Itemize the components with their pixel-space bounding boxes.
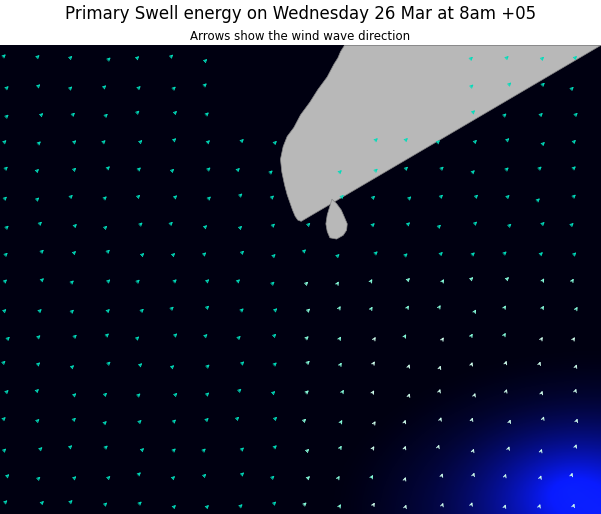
Polygon shape: [281, 45, 601, 222]
Text: Arrows show the wind wave direction: Arrows show the wind wave direction: [191, 30, 410, 43]
Text: Primary Swell energy on Wednesday 26 Mar at 8am +05: Primary Swell energy on Wednesday 26 Mar…: [65, 5, 536, 23]
Polygon shape: [326, 199, 347, 239]
